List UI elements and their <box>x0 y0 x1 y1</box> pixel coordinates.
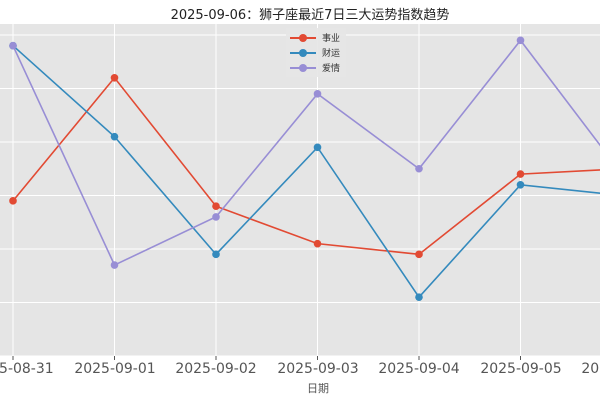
data-point-marker <box>212 250 220 259</box>
legend-label: 事业 <box>322 34 341 44</box>
data-point-marker <box>313 90 322 98</box>
x-axis-label: 日期 <box>307 382 329 395</box>
legend-line-marker-icon <box>290 63 316 73</box>
legend-label: 爱情 <box>322 64 341 74</box>
legend-line-marker-icon <box>290 48 316 58</box>
x-tick-label: 2025-09-04 <box>378 361 460 377</box>
legend-label: 财运 <box>322 49 341 59</box>
data-point-marker <box>9 41 17 50</box>
data-point-marker <box>110 261 119 269</box>
data-point-marker <box>415 250 423 259</box>
legend-item-career: 事业 <box>290 30 340 45</box>
legend-item-love: 爱情 <box>290 60 340 75</box>
data-point-marker <box>516 181 525 189</box>
legend: 事业 财运 爱情 <box>286 28 347 77</box>
x-tick-label: 2025-09-03 <box>277 361 359 377</box>
data-point-marker <box>516 36 525 45</box>
x-tick-label: 2025-09-06 <box>581 361 600 377</box>
data-point-marker <box>313 239 322 248</box>
data-point-marker <box>212 202 220 210</box>
x-tick-label: 2025-09-05 <box>480 361 562 377</box>
x-tick-label: 2025-09-01 <box>74 361 156 377</box>
data-point-marker <box>516 170 525 178</box>
chart-title: 2025-09-06：狮子座最近7日三大运势指数趋势 <box>170 8 450 23</box>
data-point-marker <box>9 197 17 205</box>
data-point-marker <box>415 293 423 301</box>
data-point-marker <box>212 213 220 221</box>
legend-item-wealth: 财运 <box>290 45 340 60</box>
data-point-marker <box>110 132 119 141</box>
x-tick-label: 2025-08-31 <box>0 361 54 377</box>
data-point-marker <box>313 143 322 152</box>
legend-line-marker-icon <box>290 33 316 43</box>
x-tick-label: 2025-09-02 <box>175 361 257 377</box>
data-point-marker <box>110 74 119 82</box>
data-point-marker <box>415 164 423 173</box>
